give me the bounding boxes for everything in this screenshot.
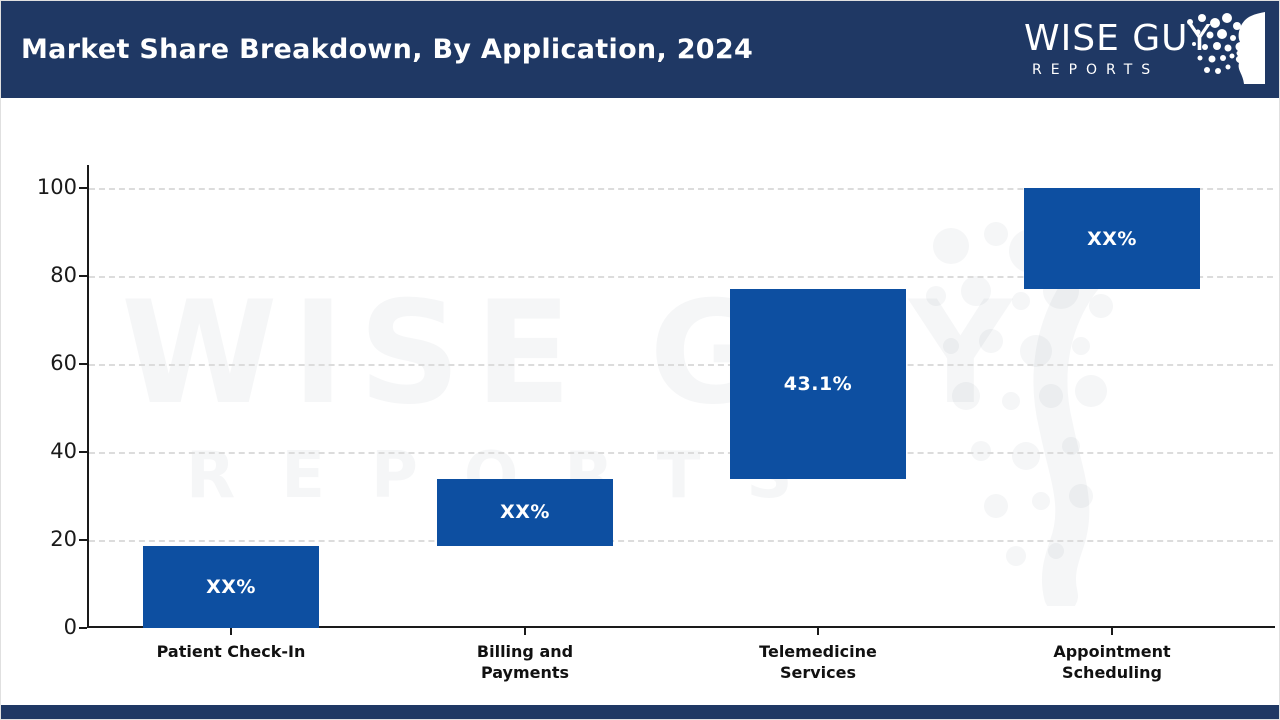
y-tick-mark-20 — [79, 539, 87, 541]
logo-face-profile — [1235, 11, 1265, 84]
y-tick-label-80: 80 — [50, 263, 77, 287]
bar-segment-0: XX% — [143, 546, 319, 628]
y-tick-mark-40 — [79, 451, 87, 453]
bar-segment-3: XX% — [1024, 188, 1200, 290]
y-tick-mark-100 — [79, 187, 87, 189]
y-tick-mark-60 — [79, 363, 87, 365]
header-band: Market Share Breakdown, By Application, … — [1, 1, 1279, 98]
y-axis-spine — [87, 165, 89, 628]
bar-segment-1: XX% — [437, 478, 613, 547]
category-label-2: Telemedicine Services — [759, 642, 877, 682]
bar-value-label-2: 43.1% — [783, 373, 853, 395]
x-tick-mark-1 — [524, 628, 526, 635]
y-tick-label-100: 100 — [36, 175, 77, 199]
y-tick-label-0: 0 — [63, 615, 77, 639]
logo-face-dots — [1187, 12, 1241, 74]
x-tick-mark-3 — [1111, 628, 1113, 635]
y-tick-mark-80 — [79, 275, 87, 277]
x-tick-mark-0 — [230, 628, 232, 635]
y-tick-label-20: 20 — [50, 527, 77, 551]
y-tick-label-40: 40 — [50, 439, 77, 463]
gridline-60 — [89, 364, 1273, 366]
wiseguy-logo: WISE GUY REPORTS — [1022, 10, 1267, 90]
chart-title: Market Share Breakdown, By Application, … — [21, 34, 754, 65]
bar-value-label-3: XX% — [1087, 227, 1137, 250]
category-label-3: Appointment Scheduling — [1053, 642, 1171, 682]
logo-text-top: WISE GUY — [1024, 18, 1212, 59]
bar-value-label-0: XX% — [206, 576, 256, 599]
gridline-20 — [89, 540, 1273, 542]
bar-value-label-1: XX% — [500, 501, 550, 524]
gridline-40 — [89, 452, 1273, 454]
x-axis-spine — [87, 626, 1275, 628]
y-tick-label-60: 60 — [50, 351, 77, 375]
footer-band — [1, 705, 1279, 719]
logo-text-bottom: REPORTS — [1032, 62, 1159, 78]
wiseguy-logo-graphic: WISE GUY REPORTS — [1024, 11, 1265, 84]
category-label-1: Billing and Payments — [476, 642, 574, 682]
category-label-0: Patient Check-In — [156, 642, 306, 661]
x-tick-mark-2 — [817, 628, 819, 635]
gridline-100 — [89, 188, 1273, 190]
y-tick-mark-0 — [79, 627, 87, 629]
bar-segment-2: 43.1% — [730, 289, 906, 479]
gridline-80 — [89, 276, 1273, 278]
